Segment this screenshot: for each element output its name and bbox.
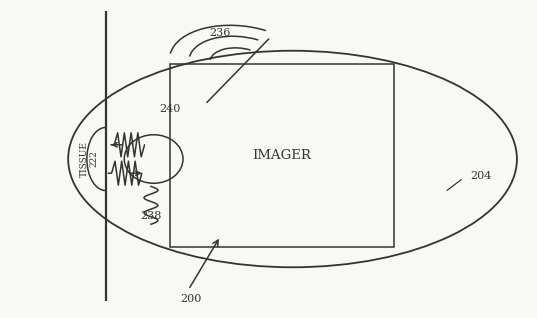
Text: TISSUE: TISSUE	[79, 141, 89, 177]
Bar	[170, 65, 394, 247]
Text: 204: 204	[470, 171, 492, 181]
Text: IMAGER: IMAGER	[252, 149, 311, 162]
Text: 200: 200	[180, 294, 202, 304]
Text: 222: 222	[89, 150, 98, 168]
Text: 236: 236	[210, 28, 231, 38]
Text: 240: 240	[159, 104, 180, 114]
Text: 238: 238	[140, 211, 162, 221]
